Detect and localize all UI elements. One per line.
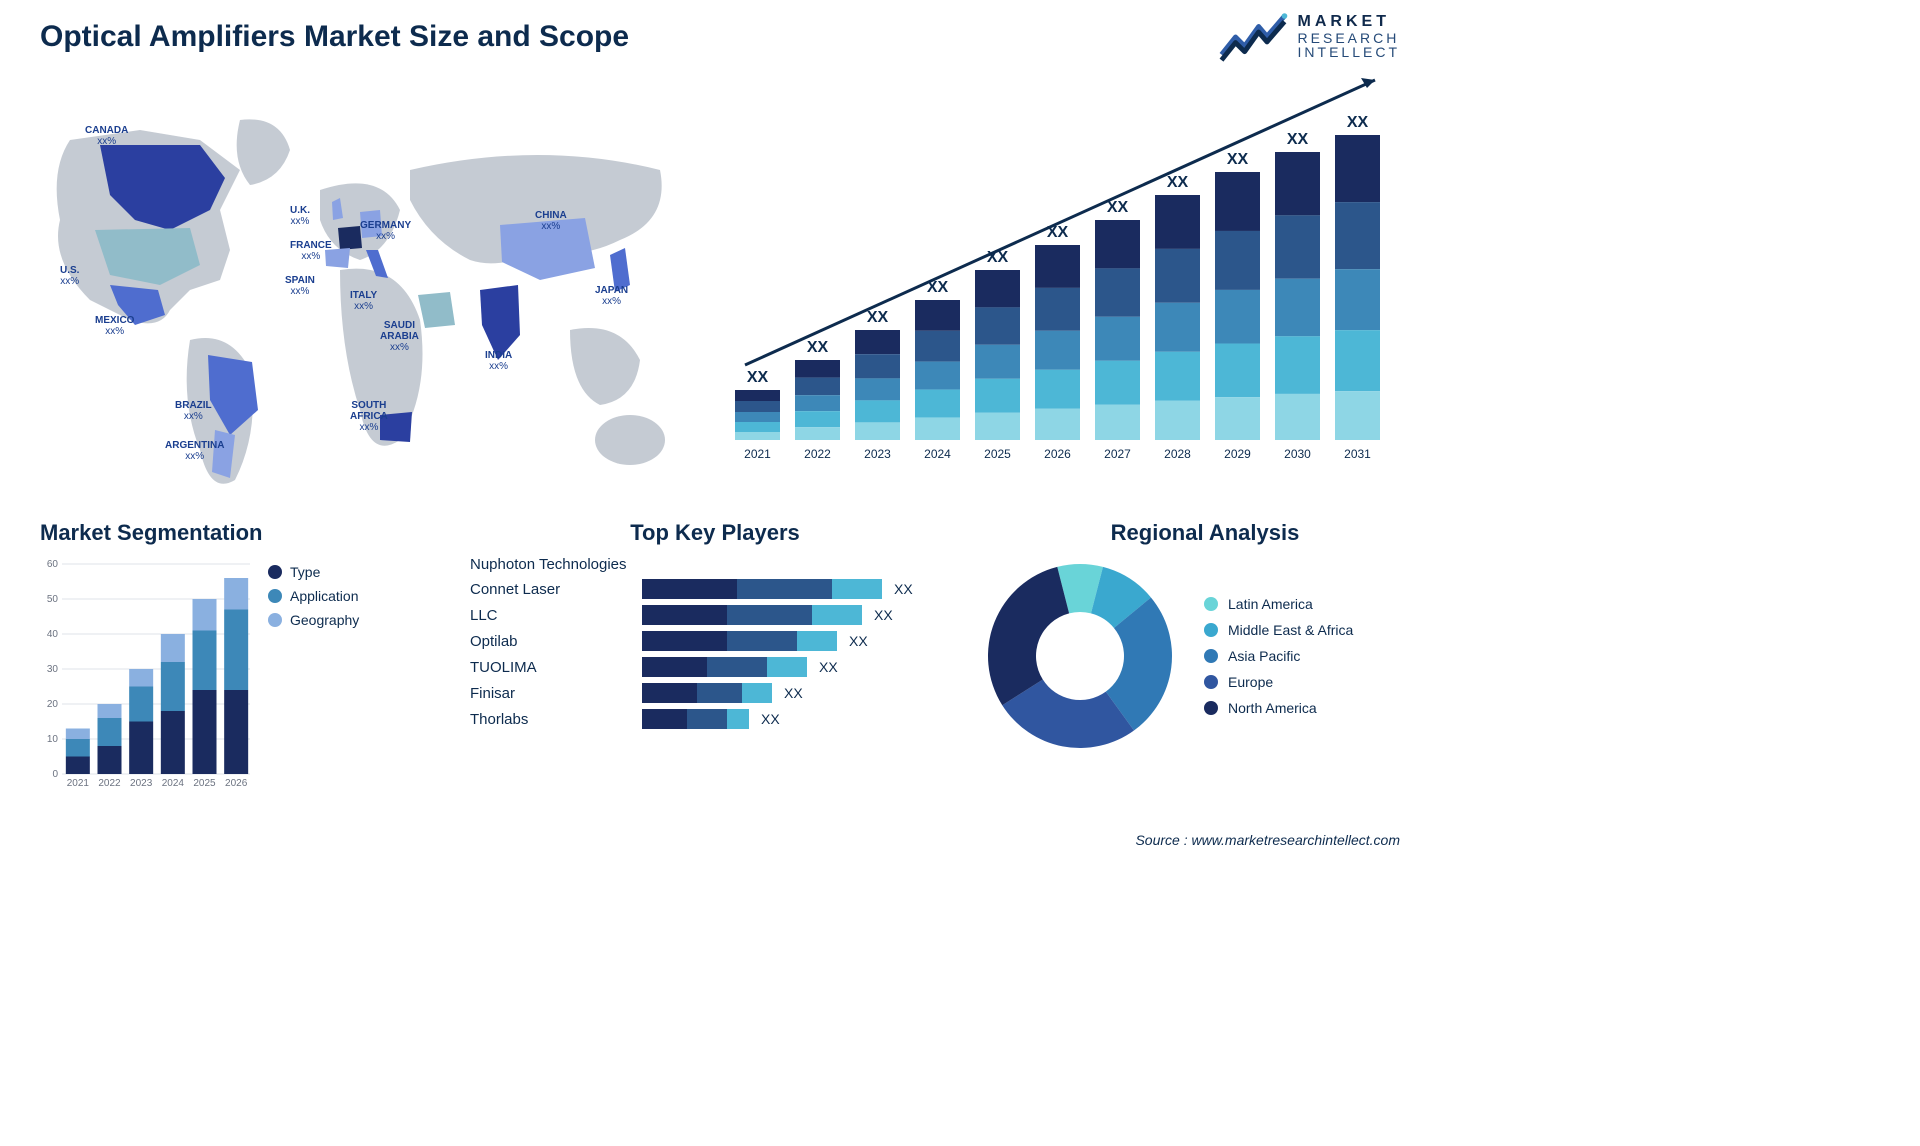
legend-item: North America [1204, 700, 1353, 716]
key-player-row: ThorlabsXX [470, 709, 960, 729]
svg-text:40: 40 [47, 629, 59, 640]
key-player-row: Connet LaserXX [470, 579, 960, 599]
brand-logo: MARKET RESEARCH INTELLECT [1218, 12, 1400, 62]
legend-item: Latin America [1204, 596, 1353, 612]
legend-item: Asia Pacific [1204, 648, 1353, 664]
regional-legend: Latin America Middle East & Africa Asia Pa… [1204, 586, 1353, 726]
svg-text:2024: 2024 [924, 447, 951, 461]
svg-text:2023: 2023 [130, 778, 153, 786]
svg-text:XX: XX [747, 369, 769, 386]
main-growth-chart: XX 2021 XX 2022 XX 2023 XX 2024 XX 2025 XX 2026 XX 20… [720, 100, 1400, 480]
map-label: SAUDIARABIAxx% [380, 320, 419, 353]
svg-text:20: 20 [47, 699, 59, 710]
map-label: JAPANxx% [595, 285, 628, 307]
map-label: ITALYxx% [350, 290, 377, 312]
logo-icon [1218, 12, 1288, 62]
svg-text:2024: 2024 [162, 778, 185, 786]
source-label: Source : www.marketresearchintellect.com [1135, 832, 1400, 848]
svg-text:XX: XX [1227, 151, 1249, 168]
svg-text:2025: 2025 [193, 778, 216, 786]
map-label: U.S.xx% [60, 265, 79, 287]
segmentation-panel: Market Segmentation 0 10 20 30 40 50 60 2021 202… [40, 520, 440, 786]
map-label: INDIAxx% [485, 350, 512, 372]
svg-text:30: 30 [47, 664, 59, 675]
segmentation-chart: 0 10 20 30 40 50 60 2021 2022 2023 2024 2025 2026 [40, 556, 250, 786]
svg-text:2022: 2022 [804, 447, 831, 461]
svg-text:2030: 2030 [1284, 447, 1311, 461]
svg-text:XX: XX [1167, 174, 1189, 191]
map-label: SPAINxx% [285, 275, 315, 297]
map-label: GERMANYxx% [360, 220, 411, 242]
segmentation-title: Market Segmentation [40, 520, 440, 546]
svg-text:XX: XX [1347, 114, 1369, 131]
map-label: FRANCExx% [290, 240, 332, 262]
svg-text:2026: 2026 [1044, 447, 1071, 461]
legend-item: Europe [1204, 674, 1353, 690]
segmentation-legend: Type Application Geography [268, 556, 359, 786]
svg-text:2027: 2027 [1104, 447, 1131, 461]
svg-text:0: 0 [52, 769, 58, 780]
regional-panel: Regional Analysis Latin America Middle Ea… [980, 520, 1430, 756]
svg-text:2023: 2023 [864, 447, 891, 461]
map-label: MEXICOxx% [95, 315, 134, 337]
logo-text-3: INTELLECT [1298, 45, 1400, 60]
key-players-panel: Top Key Players Nuphoton Technologies Co… [470, 520, 960, 735]
legend-item: Application [268, 588, 359, 604]
map-label: BRAZILxx% [175, 400, 212, 422]
svg-text:2031: 2031 [1344, 447, 1371, 461]
svg-text:2022: 2022 [98, 778, 121, 786]
regional-title: Regional Analysis [980, 520, 1430, 546]
svg-text:XX: XX [807, 339, 829, 356]
svg-text:2021: 2021 [744, 447, 771, 461]
key-player-row: TUOLIMAXX [470, 657, 960, 677]
map-label: CANADAxx% [85, 125, 128, 147]
svg-text:2028: 2028 [1164, 447, 1191, 461]
key-player-row: OptilabXX [470, 631, 960, 651]
map-label: U.K.xx% [290, 205, 310, 227]
map-label: SOUTHAFRICAxx% [350, 400, 388, 433]
svg-text:2021: 2021 [67, 778, 90, 786]
legend-item: Middle East & Africa [1204, 622, 1353, 638]
svg-text:2026: 2026 [225, 778, 248, 786]
key-players-header: Nuphoton Technologies [470, 556, 960, 573]
svg-text:60: 60 [47, 559, 59, 570]
svg-text:2029: 2029 [1224, 447, 1251, 461]
key-players-title: Top Key Players [470, 520, 960, 546]
map-label: ARGENTINAxx% [165, 440, 224, 462]
map-label: CHINAxx% [535, 210, 567, 232]
legend-item: Geography [268, 612, 359, 628]
svg-text:50: 50 [47, 594, 59, 605]
page-title: Optical Amplifiers Market Size and Scope [40, 20, 629, 54]
svg-text:10: 10 [47, 734, 59, 745]
regional-donut [980, 556, 1180, 756]
key-player-row: LLCXX [470, 605, 960, 625]
svg-text:XX: XX [1287, 131, 1309, 148]
world-map: CANADAxx% U.S.xx% MEXICOxx% BRAZILxx% ARGENT… [40, 100, 680, 500]
svg-text:XX: XX [867, 309, 889, 326]
svg-text:XX: XX [1107, 199, 1129, 216]
logo-text-2: RESEARCH [1298, 31, 1400, 46]
svg-text:2025: 2025 [984, 447, 1011, 461]
legend-item: Type [268, 564, 359, 580]
key-player-row: FinisarXX [470, 683, 960, 703]
logo-text-1: MARKET [1298, 14, 1400, 31]
